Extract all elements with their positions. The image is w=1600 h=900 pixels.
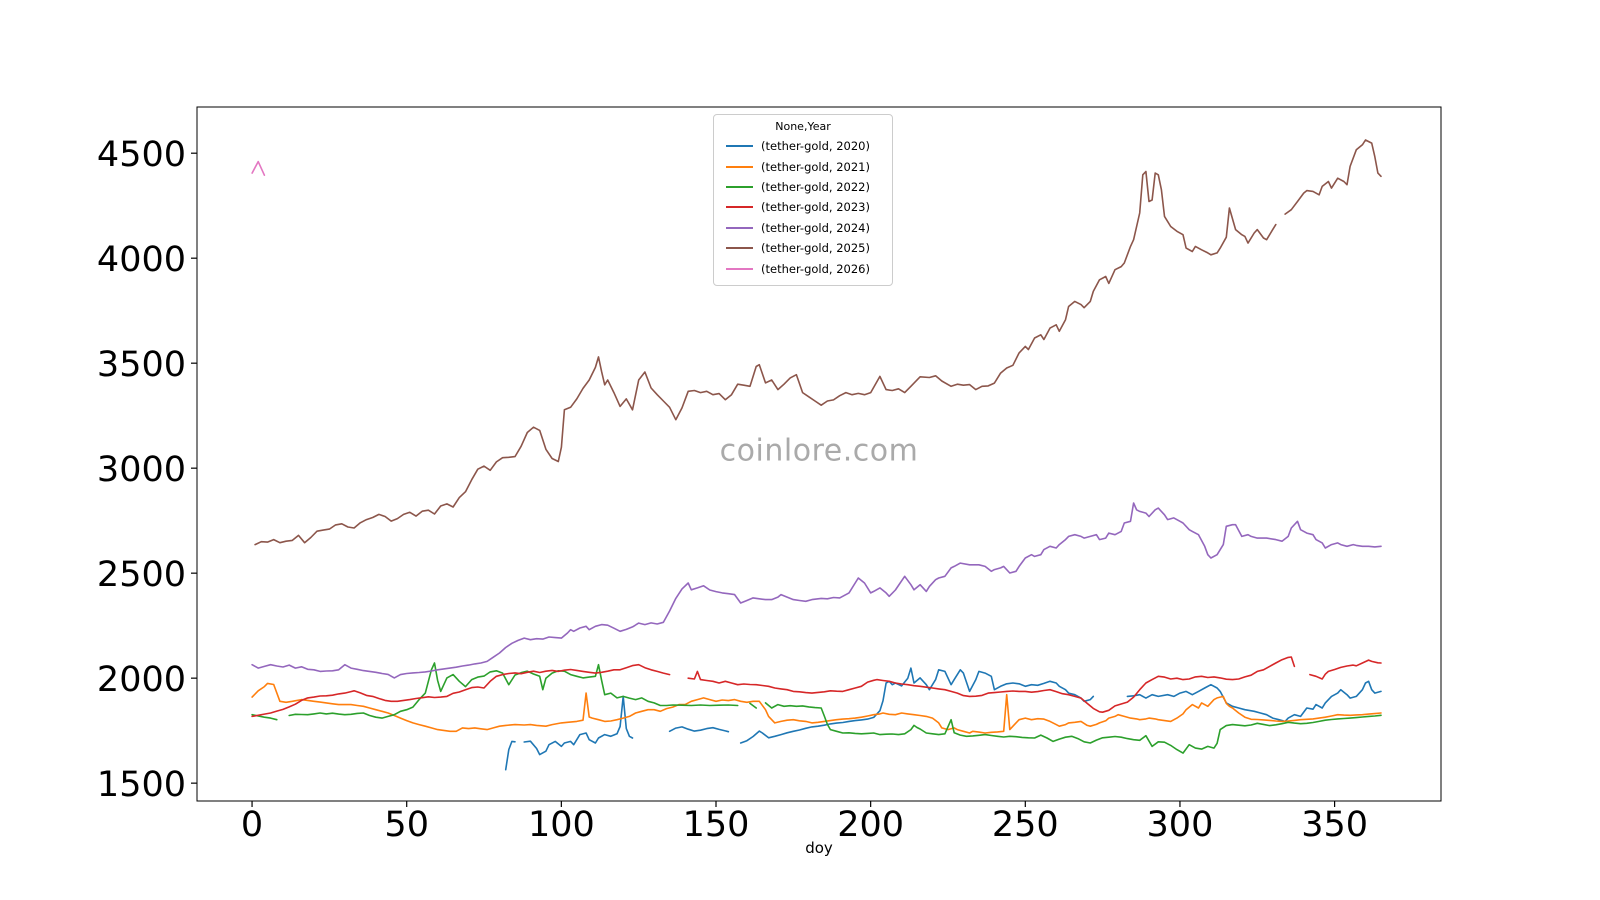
series-line-2023 [251, 656, 1382, 718]
legend-line-swatch-2023 [726, 206, 753, 209]
y-tick-label: 3000 [97, 450, 186, 490]
legend-title: None,Year [775, 120, 831, 133]
x-tick-label: 50 [384, 805, 429, 845]
x-tick-label: 350 [1301, 805, 1368, 845]
series-line-2025 [254, 139, 1382, 546]
y-tick-label: 4000 [97, 240, 186, 280]
legend-entries: (tether-gold, 2020) (tether-gold, 2021) (t… [714, 136, 892, 279]
y-tick-label: 1500 [97, 765, 186, 805]
y-tick-label: 4500 [97, 135, 186, 175]
series-line-2021 [251, 682, 1382, 734]
axes-frame [196, 106, 1442, 802]
legend-label: (tether-gold, 2021) [761, 159, 870, 174]
watermark: coinlore.com [719, 433, 919, 469]
x-tick-label: 100 [528, 805, 595, 845]
x-tick-label: 300 [1147, 805, 1214, 845]
y-tick-label: 2500 [97, 555, 186, 595]
tick-marks [191, 152, 1336, 807]
legend-entry-2026: (tether-gold, 2026) [714, 258, 892, 278]
tick-labels: 0 50 100 150 200 250 300 350 1500 2000 2500 3000 350… [97, 135, 1368, 845]
legend-entry-2020: (tether-gold, 2020) [714, 136, 892, 156]
legend-line-swatch-2024 [726, 226, 753, 229]
legend-line-swatch-2021 [726, 165, 753, 168]
legend-entry-2023: (tether-gold, 2023) [714, 197, 892, 217]
legend-line-swatch-2025 [726, 247, 753, 250]
legend-label: (tether-gold, 2024) [761, 220, 870, 235]
legend-line-swatch-2026 [726, 267, 753, 270]
legend-label: (tether-gold, 2020) [761, 139, 870, 154]
legend-label: (tether-gold, 2026) [761, 261, 870, 276]
x-tick-label: 250 [992, 805, 1059, 845]
legend-line-swatch-2022 [726, 185, 753, 188]
legend-line-swatch-2020 [726, 145, 753, 148]
x-axis-label: doy [805, 839, 833, 857]
x-tick-label: 150 [683, 805, 750, 845]
y-tick-label: 2000 [97, 660, 186, 700]
plot-border [196, 106, 1442, 802]
series-lines [251, 139, 1382, 771]
legend: None,Year (tether-gold, 2020) (tether-gol… [713, 114, 893, 286]
series-line-2026 [251, 160, 266, 176]
legend-label: (tether-gold, 2025) [761, 241, 870, 256]
series-line-2020 [504, 667, 1382, 771]
legend-entry-2025: (tether-gold, 2025) [714, 238, 892, 258]
legend-label: (tether-gold, 2023) [761, 200, 870, 215]
legend-entry-2024: (tether-gold, 2024) [714, 218, 892, 238]
x-tick-label: 200 [837, 805, 904, 845]
legend-entry-2022: (tether-gold, 2022) [714, 177, 892, 197]
x-tick-label: 0 [241, 805, 263, 845]
series-line-2022 [251, 662, 1382, 754]
legend-label: (tether-gold, 2022) [761, 179, 870, 194]
y-tick-label: 3500 [97, 345, 186, 385]
legend-entry-2021: (tether-gold, 2021) [714, 156, 892, 176]
series-line-2024 [251, 502, 1382, 679]
